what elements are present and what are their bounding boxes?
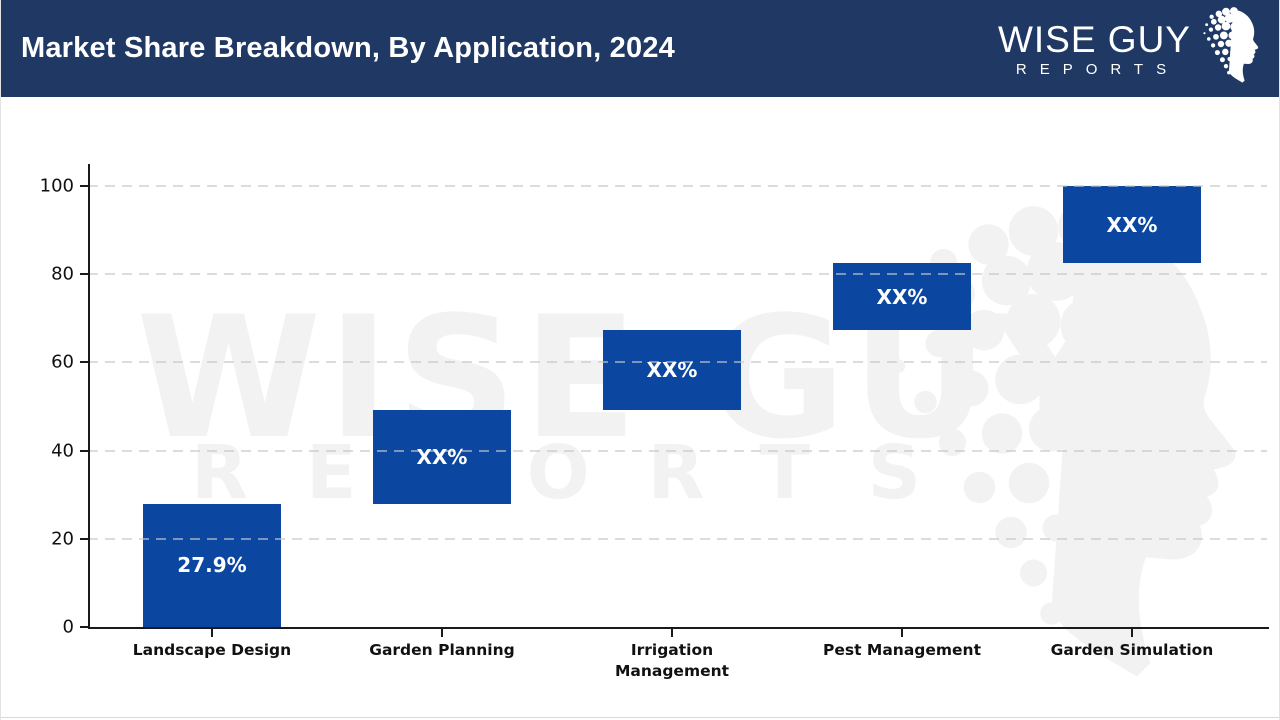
gridline-60 (88, 361, 1267, 364)
y-tick-mark (80, 273, 88, 276)
x-category-label: Garden Planning (369, 641, 515, 659)
chart-title: Market Share Breakdown, By Application, … (21, 32, 675, 64)
y-tick-mark (80, 626, 88, 628)
x-tick-mark (671, 629, 673, 637)
bar-value-label: XX% (416, 444, 468, 469)
dotted-head-logo-icon (1187, 6, 1265, 92)
gridline-100 (88, 185, 1267, 187)
bar-value-label: XX% (646, 358, 698, 383)
gridline-20 (88, 537, 1267, 540)
gridline-40 (88, 449, 1267, 452)
y-tick-label: 80 (51, 263, 74, 285)
x-tick-mark (901, 629, 903, 637)
y-tick-mark (80, 537, 88, 540)
x-category-label: Landscape Design (132, 641, 292, 659)
gridline-80 (88, 273, 1267, 276)
bar-value-label: 27.9% (177, 553, 247, 578)
x-category-label: Garden Simulation (1050, 641, 1214, 659)
wise-guy-reports-logo: WISE GUY REPORTS (998, 6, 1265, 92)
x-category-label: Irrigation Management (614, 641, 730, 680)
logo-line2: REPORTS (1015, 60, 1180, 78)
x-axis-spine (88, 627, 1269, 629)
x-tick-mark (211, 629, 213, 637)
logo-wordmark: WISE GUY REPORTS (998, 21, 1191, 77)
x-tick-mark (441, 629, 443, 637)
watermark-reports: REPORTS (191, 430, 980, 516)
bar-landscape-design (143, 503, 281, 627)
y-tick-label: 100 (39, 175, 74, 197)
bar-value-label: XX% (1106, 212, 1158, 237)
y-tick-mark (80, 361, 88, 364)
logo-line1: WISE GUY (997, 18, 1191, 60)
bar-garden-simulation (1063, 186, 1201, 264)
y-tick-mark (80, 449, 88, 452)
bar-value-label: XX% (876, 284, 928, 309)
y-tick-label: 20 (51, 528, 74, 550)
y-tick-label: 60 (51, 351, 74, 373)
bottom-divider (1, 717, 1279, 718)
x-tick-mark (1131, 629, 1133, 637)
header-band: Market Share Breakdown, By Application, … (1, 0, 1279, 97)
bar-garden-planning (373, 410, 511, 504)
y-axis-spine (88, 164, 90, 629)
x-category-label: Pest Management (823, 641, 981, 659)
y-tick-label: 0 (62, 616, 74, 638)
y-tick-mark (80, 185, 88, 187)
bar-irrigation-management (603, 330, 741, 411)
y-tick-label: 40 (51, 440, 74, 462)
